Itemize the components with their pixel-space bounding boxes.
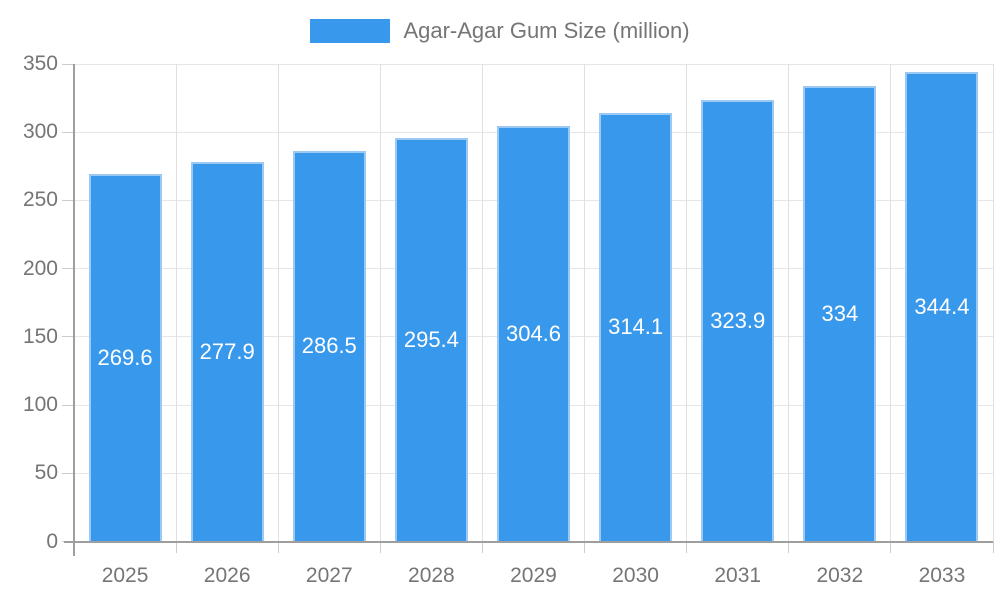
bar[interactable] [599, 112, 673, 542]
y-gridline [74, 63, 993, 65]
x-tick [992, 541, 994, 553]
y-tick-label: 100 [22, 393, 58, 417]
y-tick-label: 50 [34, 461, 58, 485]
bar-value-label: 277.9 [199, 338, 255, 364]
x-category-label: 2029 [510, 563, 557, 587]
x-tick [175, 541, 177, 553]
bar[interactable] [497, 125, 570, 542]
y-tick-label: 150 [22, 324, 58, 348]
x-gridline [788, 64, 790, 542]
y-tick [62, 268, 74, 270]
y-tick-label: 350 [22, 52, 58, 75]
x-tick [379, 541, 381, 553]
y-tick [62, 131, 74, 133]
y-tick [62, 199, 74, 201]
y-tick-label: 300 [22, 120, 58, 144]
bar-value-label: 295.4 [403, 326, 459, 352]
x-gridline [481, 64, 483, 542]
y-tick-label: 250 [22, 188, 58, 212]
bar-value-label: 334 [821, 300, 859, 326]
bar-value-label: 314.1 [608, 314, 664, 340]
x-tick [788, 541, 790, 553]
x-tick [584, 541, 586, 553]
bar[interactable] [190, 162, 264, 542]
bar[interactable] [905, 71, 979, 542]
x-tick [277, 541, 279, 553]
y-axis-line [73, 64, 75, 556]
bar-value-label: 323.9 [710, 307, 766, 333]
bar[interactable] [88, 173, 162, 542]
y-tick-label: 0 [46, 529, 58, 553]
bar-value-label: 304.6 [505, 320, 562, 346]
x-tick [481, 541, 483, 553]
x-axis-baseline [64, 540, 993, 543]
x-gridline [379, 64, 381, 542]
bar[interactable] [394, 138, 468, 542]
bar[interactable] [292, 150, 366, 542]
x-category-label: 2026 [203, 563, 251, 587]
x-gridline [686, 64, 688, 542]
x-tick [686, 541, 688, 553]
x-category-label: 2027 [305, 563, 353, 587]
bar-value-label: 269.6 [97, 344, 153, 370]
legend-swatch [310, 19, 391, 43]
chart-legend[interactable]: Agar-Agar Gum Size (million) [0, 16, 1000, 46]
x-tick [890, 541, 892, 553]
x-gridline [890, 64, 892, 542]
x-gridline [992, 64, 994, 542]
x-category-label: 2032 [816, 563, 864, 587]
y-tick [62, 404, 74, 406]
x-category-label: 2030 [612, 563, 659, 587]
legend-label: Agar-Agar Gum Size (million) [403, 18, 690, 43]
x-category-label: 2033 [918, 563, 966, 587]
bar-value-label: 286.5 [301, 333, 357, 359]
x-category-label: 2031 [714, 563, 762, 587]
bar-value-label: 344.4 [914, 293, 970, 319]
x-gridline [277, 64, 279, 542]
y-tick [62, 472, 74, 474]
bar[interactable] [701, 99, 775, 542]
x-gridline [584, 64, 586, 542]
x-category-label: 2025 [101, 563, 149, 587]
x-gridline [175, 64, 177, 542]
y-tick [62, 336, 74, 338]
y-tick [62, 63, 74, 65]
y-tick-label: 200 [22, 256, 58, 280]
bar[interactable] [803, 85, 877, 542]
x-category-label: 2028 [408, 563, 455, 587]
